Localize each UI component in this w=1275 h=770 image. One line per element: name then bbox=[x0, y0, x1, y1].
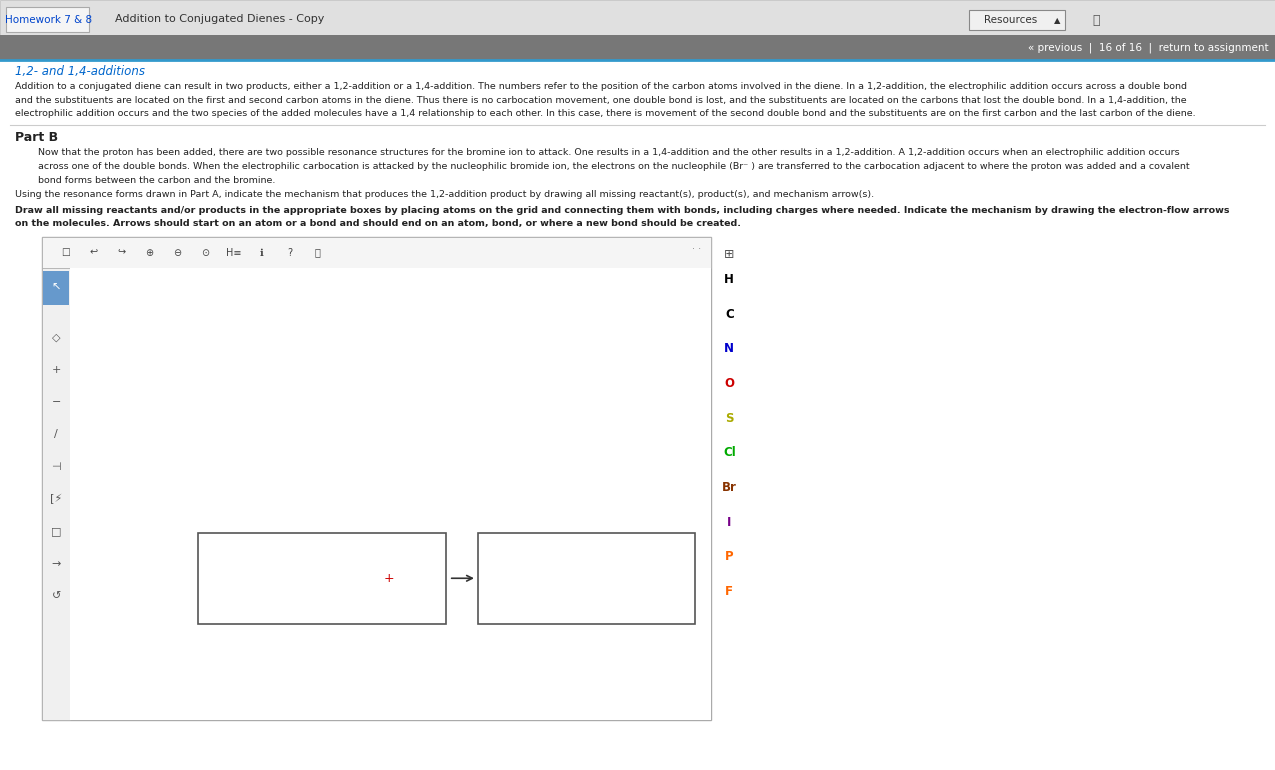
Text: P: P bbox=[725, 551, 733, 563]
Text: O: O bbox=[724, 377, 734, 390]
Text: C: C bbox=[725, 308, 733, 320]
Text: Cl: Cl bbox=[723, 447, 736, 459]
Bar bbox=[42, 237, 711, 268]
Text: Part B: Part B bbox=[15, 131, 59, 143]
Text: ↪: ↪ bbox=[117, 248, 125, 257]
Text: Resources: Resources bbox=[984, 15, 1038, 25]
Text: ?: ? bbox=[287, 248, 292, 257]
Text: I: I bbox=[727, 516, 732, 528]
Bar bbox=[0, 35, 1275, 60]
Text: /: / bbox=[55, 430, 57, 439]
Text: [⚡: [⚡ bbox=[50, 494, 62, 504]
Bar bbox=[42, 237, 711, 720]
Text: bond forms between the carbon and the bromine.: bond forms between the carbon and the br… bbox=[38, 176, 275, 185]
Text: · ·: · · bbox=[691, 244, 701, 253]
Bar bbox=[969, 10, 1065, 30]
Text: ↺: ↺ bbox=[51, 591, 61, 601]
Text: 1,2- and 1,4-additions: 1,2- and 1,4-additions bbox=[15, 65, 145, 78]
Text: on the molecules. Arrows should start on an atom or a bond and should end on an : on the molecules. Arrows should start on… bbox=[15, 219, 741, 228]
Text: N: N bbox=[724, 343, 734, 355]
Text: □: □ bbox=[51, 527, 61, 536]
Text: ◇: ◇ bbox=[52, 333, 60, 342]
Text: Draw all missing reactants and/or products in the appropriate boxes by placing a: Draw all missing reactants and/or produc… bbox=[15, 206, 1230, 216]
Text: +: + bbox=[51, 365, 61, 374]
Text: and the substituents are located on the first and second carbon atoms in the die: and the substituents are located on the … bbox=[15, 95, 1187, 105]
Text: ℹ: ℹ bbox=[260, 248, 263, 257]
Text: Now that the proton has been added, there are two possible resonance structures : Now that the proton has been added, ther… bbox=[38, 148, 1179, 157]
Text: 🖨: 🖨 bbox=[1093, 14, 1100, 26]
Text: →: → bbox=[51, 559, 61, 568]
Text: « previous  |  16 of 16  |  return to assignment: « previous | 16 of 16 | return to assign… bbox=[1028, 42, 1269, 53]
Bar bbox=[43, 271, 69, 305]
Text: ▲: ▲ bbox=[1053, 15, 1061, 25]
Text: ⊕: ⊕ bbox=[145, 248, 153, 257]
Text: ⊞: ⊞ bbox=[724, 248, 734, 260]
Text: H≡: H≡ bbox=[226, 248, 241, 257]
Bar bbox=[198, 533, 446, 624]
Bar bbox=[0, 0, 1275, 35]
Text: +: + bbox=[384, 572, 394, 584]
Text: ⤢: ⤢ bbox=[315, 248, 320, 257]
Text: ↖: ↖ bbox=[51, 283, 61, 293]
Text: ↩: ↩ bbox=[89, 248, 97, 257]
Text: Addition to Conjugated Dienes - Copy: Addition to Conjugated Dienes - Copy bbox=[115, 15, 324, 24]
Text: F: F bbox=[725, 585, 733, 598]
Text: Addition to a conjugated diene can result in two products, either a 1,2-addition: Addition to a conjugated diene can resul… bbox=[15, 82, 1187, 91]
Text: ☐: ☐ bbox=[61, 248, 69, 257]
Text: ⊣: ⊣ bbox=[51, 462, 61, 471]
Text: Using the resonance forms drawn in Part A, indicate the mechanism that produces : Using the resonance forms drawn in Part … bbox=[15, 189, 875, 199]
Text: ⊙: ⊙ bbox=[201, 248, 209, 257]
Text: electrophilic addition occurs and the two species of the added molecules have a : electrophilic addition occurs and the tw… bbox=[15, 109, 1196, 119]
Text: ⊖: ⊖ bbox=[173, 248, 181, 257]
Bar bbox=[42, 268, 70, 720]
Bar bbox=[6, 7, 89, 32]
Bar bbox=[70, 268, 711, 720]
Text: Homework 7 & 8: Homework 7 & 8 bbox=[5, 15, 92, 25]
Text: across one of the double bonds. When the electrophilic carbocation is attacked b: across one of the double bonds. When the… bbox=[38, 162, 1190, 171]
Text: H: H bbox=[724, 273, 734, 286]
Text: S: S bbox=[725, 412, 733, 424]
Bar bbox=[478, 533, 695, 624]
Text: −: − bbox=[51, 397, 61, 407]
Text: Br: Br bbox=[722, 481, 737, 494]
